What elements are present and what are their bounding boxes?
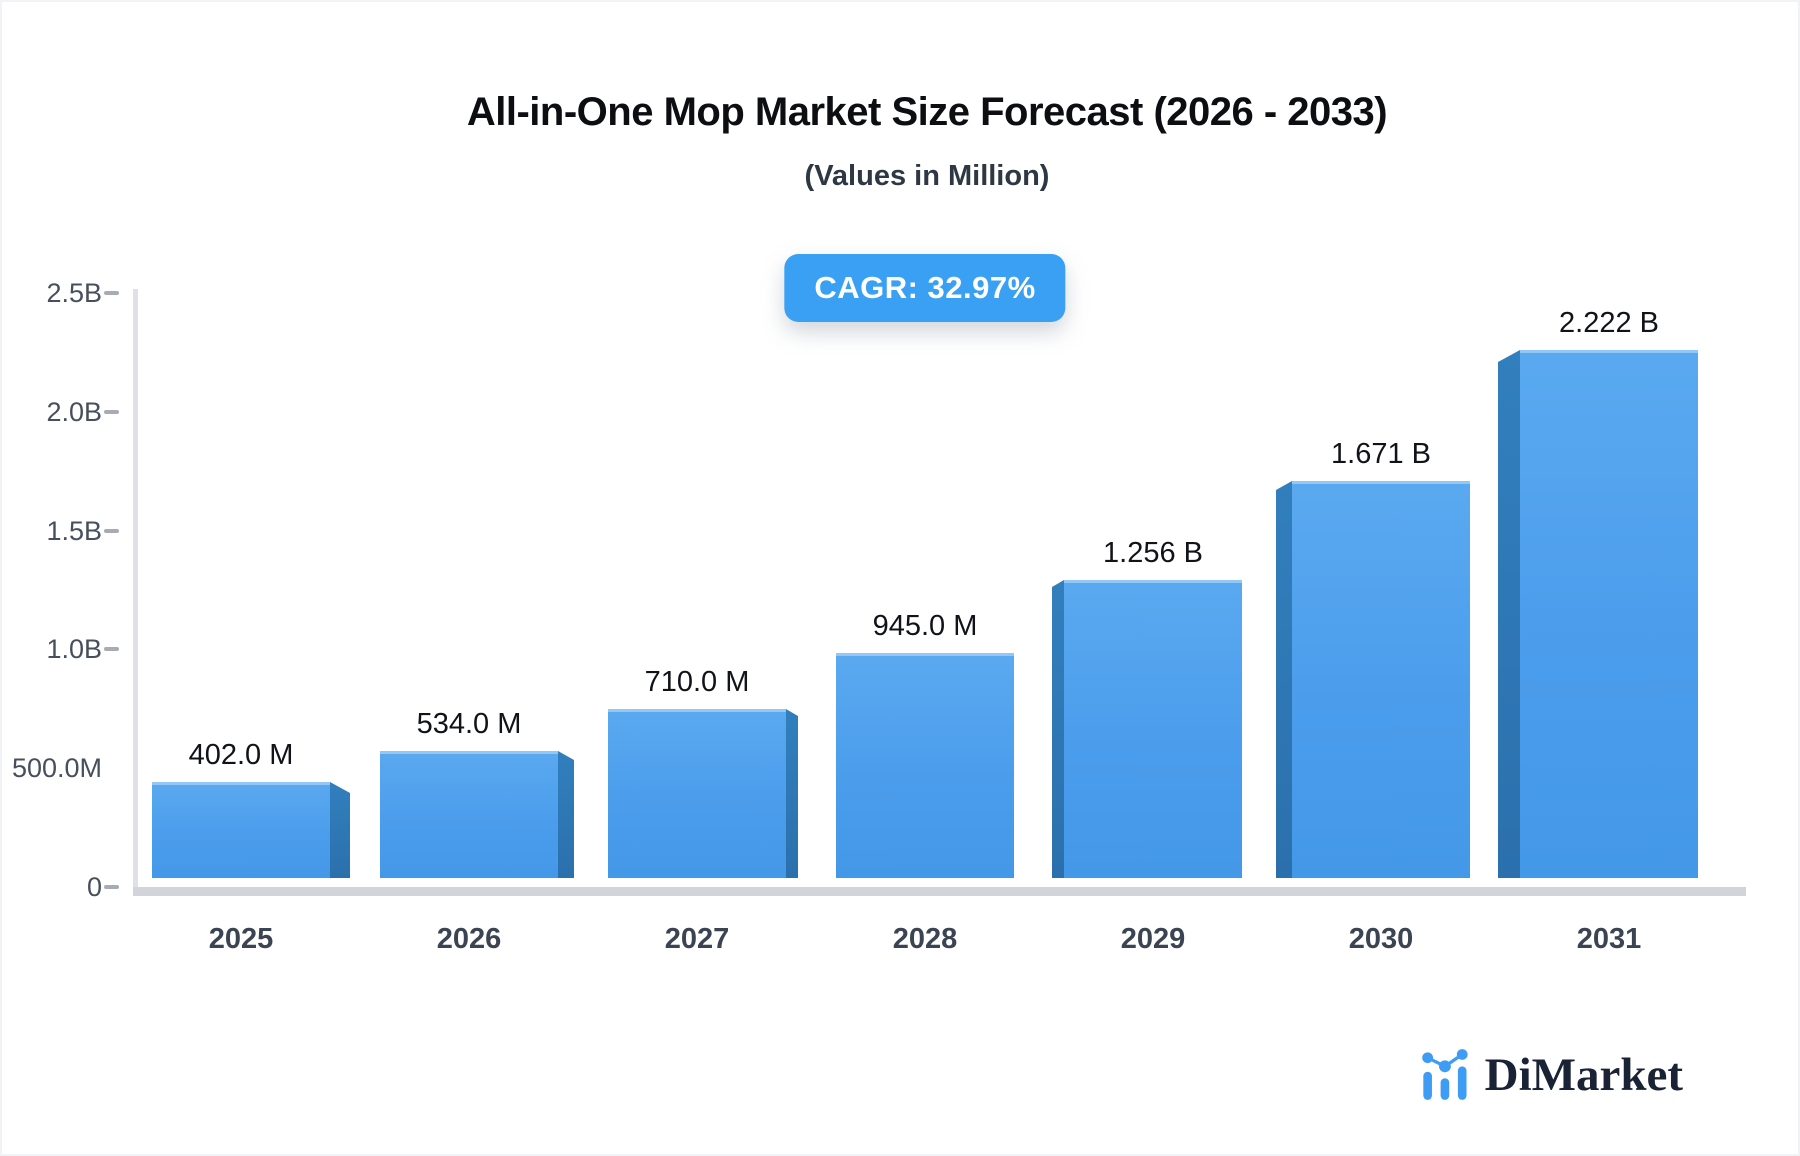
bar [836,653,1014,878]
y-axis-label: 2.0B [46,396,102,427]
bar [1520,350,1698,878]
bar-group-2030: 1.671 B [1276,284,1470,878]
chart-area: 402.0 M 2025 534.0 M 2026 710.0 M 2027 945.0 M… [12,278,1748,955]
x-axis-label: 2025 [208,923,274,955]
x-axis-label: 2030 [1348,923,1414,955]
bar [1064,580,1242,878]
bar-value-label: 945.0 M [872,610,978,642]
bar-group-2028: 945.0 M [836,284,1014,878]
y-tick-dash [104,528,119,533]
bar-value-label: 710.0 M [644,666,750,698]
bar-3d-side [1052,580,1064,878]
chart-title: All-in-One Mop Market Size Forecast (202… [466,90,1388,134]
mini-bar-chart-logo-icon [1421,1049,1468,1100]
y-tick-dash [104,647,119,652]
bar [380,751,558,878]
x-axis-baseline [133,887,1746,896]
y-axis-label: 1.5B [46,515,102,546]
y-tick-dash [104,885,119,889]
x-axis-label: 2027 [664,923,730,955]
bar-group-2027: 710.0 M [608,284,798,878]
bar [152,782,330,878]
x-axis-label: 2029 [1120,923,1186,955]
y-axis-label: 0 [86,872,102,902]
x-axis-label: 2031 [1576,923,1642,955]
bar-value-label: 402.0 M [188,739,294,771]
brand-logo-text: DiMarket [1484,1048,1683,1101]
bar-3d-side [330,782,350,878]
bar-value-label: 534.0 M [416,708,522,740]
y-tick-dash [104,409,119,414]
bar [1292,481,1470,878]
bar-value-label: 2.222 B [1559,307,1659,339]
brand-logo: DiMarket [1420,1048,1683,1102]
y-axis-line [133,289,138,895]
y-tick-dash [104,291,119,295]
bar-group-2025: 402.0 M [152,284,350,878]
bar-3d-side [1276,481,1292,878]
bar-value-label: 1.256 B [1103,537,1203,569]
bar-group-2029: 1.256 B [1052,284,1242,878]
y-axis-label: 2.5B [46,278,102,308]
bar-value-label: 1.671 B [1331,438,1431,470]
cagr-badge: CAGR: 32.97% [784,254,1066,322]
y-axis-label: 1.0B [46,634,102,665]
bar-group-2026: 534.0 M [380,284,574,878]
bar [608,709,786,878]
bar-3d-side [558,751,574,878]
bar-3d-side [786,709,798,878]
x-axis-label: 2028 [892,923,958,955]
bar-group-2031: 2.222 B [1498,284,1698,878]
x-axis-label: 2026 [436,923,502,955]
y-axis-label: 500.0M [11,753,102,784]
chart-subtitle: (Values in Million) [804,160,1050,192]
bar-3d-side [1498,350,1520,878]
